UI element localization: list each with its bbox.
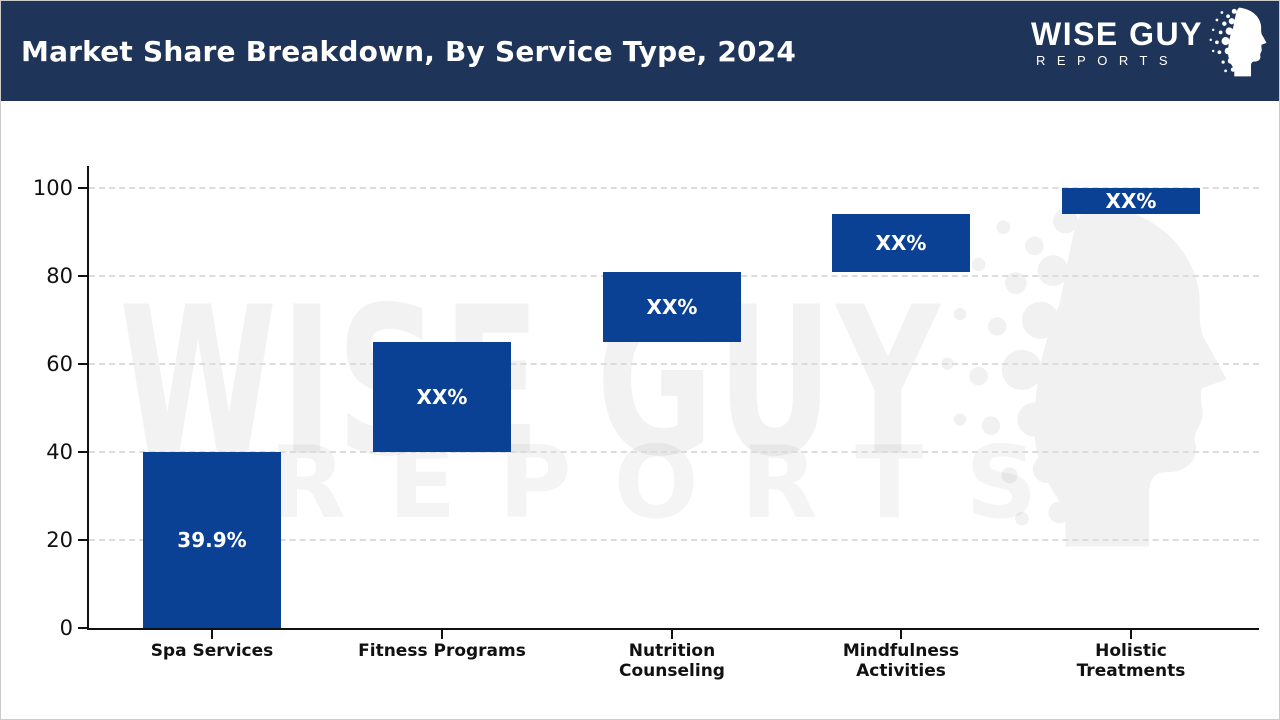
x-category-label: Nutrition Counseling [562, 641, 782, 681]
x-category-label-line: Holistic [1095, 641, 1167, 661]
y-tick-label: 40 [46, 440, 73, 464]
y-tick-label: 60 [46, 352, 73, 376]
y-axis-line [87, 166, 89, 630]
watermark-face-icon [941, 202, 1227, 547]
x-tick-mark [1130, 630, 1132, 639]
page-title: Market Share Breakdown, By Service Type,… [21, 34, 797, 68]
bar: 39.9% [143, 452, 281, 628]
x-category-label-line: Mindfulness [842, 641, 960, 661]
header: Market Share Breakdown, By Service Type,… [1, 1, 1279, 101]
x-axis-line [87, 628, 1259, 630]
y-tick-label: 0 [59, 616, 73, 640]
bar: XX% [373, 342, 511, 453]
bar-value-label: XX% [416, 385, 468, 410]
bar: XX% [603, 271, 741, 342]
gridline [89, 539, 1259, 541]
y-tick-mark [78, 187, 89, 189]
x-tick-mark [211, 630, 213, 639]
x-category-label-line: Nutrition [628, 641, 716, 661]
y-tick-mark [78, 275, 89, 277]
x-tick-mark [671, 630, 673, 639]
bar: XX% [1062, 188, 1200, 215]
y-tick-label: 20 [46, 528, 73, 552]
x-category-label-line: Fitness Programs [358, 641, 526, 661]
bar-value-label: 39.9% [177, 528, 247, 553]
gridline [89, 451, 1259, 453]
logo-face-icon [1209, 7, 1267, 77]
y-tick-mark [78, 539, 89, 541]
bar-value-label: XX% [875, 230, 927, 255]
y-tick-label: 100 [32, 176, 73, 200]
logo-wordmark: WISE GUY [1030, 15, 1203, 52]
x-category-label-line: Counseling [619, 661, 725, 682]
y-tick-mark [78, 363, 89, 365]
x-category-label-line: Treatments [1076, 661, 1186, 682]
x-category-label-line: Activities [856, 661, 946, 682]
x-category-label: Fitness Programs [332, 641, 552, 661]
bar-value-label: XX% [1105, 189, 1157, 214]
wise-guy-logo: WISE GUY REPORTS [1031, 5, 1269, 79]
y-tick-label: 80 [46, 264, 73, 288]
x-category-label: Spa Services [102, 641, 322, 661]
gridline [89, 363, 1259, 365]
logo-text: WISE GUY REPORTS [1031, 18, 1203, 67]
x-tick-mark [900, 630, 902, 639]
bar: XX% [832, 214, 970, 272]
bar-value-label: XX% [646, 294, 698, 319]
x-tick-mark [441, 630, 443, 639]
logo-subtitle: REPORTS [1035, 52, 1180, 68]
x-category-label: Mindfulness Activities [791, 641, 1011, 681]
x-category-label: Holistic Treatments [1021, 641, 1241, 681]
y-tick-mark [78, 451, 89, 453]
x-category-label-line: Spa Services [150, 641, 274, 661]
gridline [89, 187, 1259, 189]
y-tick-mark [78, 627, 89, 629]
